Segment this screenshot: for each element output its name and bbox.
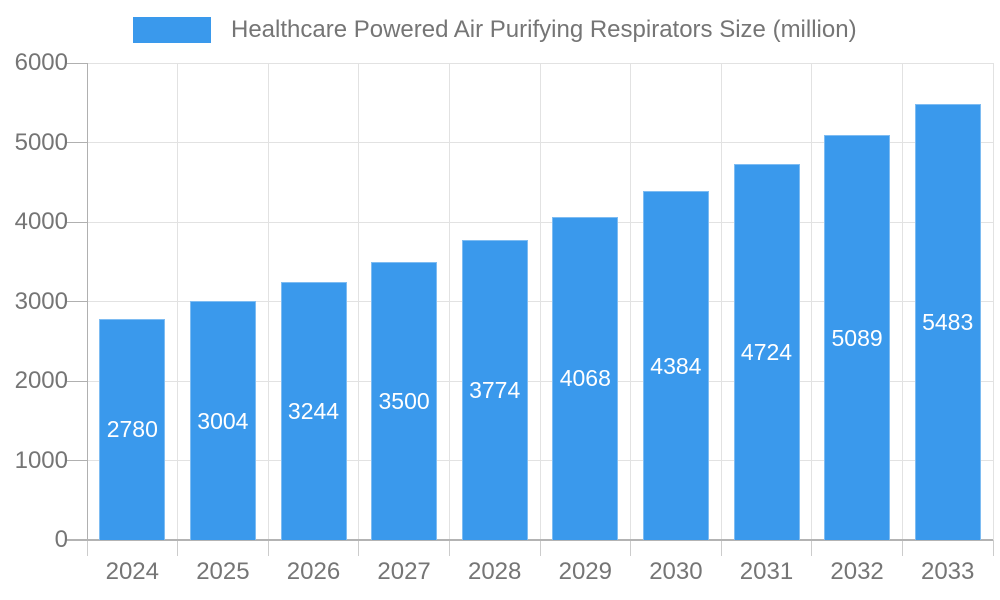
x-axis-tick [630, 540, 632, 556]
x-gridline [630, 63, 632, 540]
x-axis-tick-label: 2026 [286, 558, 341, 585]
y-axis-tick-label: 0 [54, 526, 68, 553]
y-axis-tick [67, 460, 87, 461]
x-axis-tick [720, 540, 722, 556]
x-axis-tick [448, 540, 450, 556]
x-gridline [448, 63, 450, 540]
x-axis-line [67, 539, 993, 541]
legend-swatch-icon [133, 17, 211, 43]
bar [280, 282, 347, 540]
x-gridline [177, 63, 179, 540]
y-axis-tick-label: 4000 [14, 208, 68, 235]
y-axis-tick-label: 6000 [14, 49, 68, 76]
bar-value-label: 3244 [287, 398, 340, 425]
legend-label: Healthcare Powered Air Purifying Respira… [231, 16, 857, 43]
bar [99, 318, 166, 540]
bar [371, 261, 438, 540]
x-axis-tick-label: 2027 [377, 558, 431, 585]
x-axis-tick [539, 540, 541, 556]
legend-item[interactable]: Healthcare Powered Air Purifying Respira… [133, 17, 857, 43]
x-axis-tick-label: 2028 [467, 558, 522, 585]
y-axis-line [87, 63, 88, 540]
y-axis-tick [67, 380, 87, 382]
x-axis-tick-label: 2025 [196, 558, 250, 585]
x-axis-tick [992, 540, 994, 556]
x-axis-tick [177, 540, 179, 556]
x-axis-tick [86, 540, 88, 556]
x-axis-tick [358, 540, 360, 556]
bar [642, 191, 709, 540]
bar-value-label: 5483 [922, 309, 974, 336]
bar [552, 216, 619, 540]
bar-value-label: 5089 [831, 324, 883, 351]
bar-value-label: 3774 [469, 376, 521, 403]
bar-value-label: 4384 [650, 352, 702, 379]
bar-value-label: 3500 [378, 387, 430, 414]
x-axis-tick-label: 2032 [830, 558, 884, 585]
bar [733, 164, 800, 540]
x-axis-tick-label: 2030 [649, 558, 703, 585]
y-axis-tick-label: 3000 [14, 287, 68, 315]
y-axis-tick [67, 221, 87, 223]
x-axis-tick-label: 2029 [558, 558, 612, 585]
x-gridline [811, 63, 813, 540]
y-axis-tick-label: 1000 [14, 446, 68, 474]
x-gridline [539, 63, 541, 540]
y-axis-tick-label: 5000 [14, 128, 68, 156]
x-axis-tick-label: 2033 [920, 558, 975, 585]
bar [824, 135, 891, 540]
bar [189, 301, 256, 540]
x-gridline [267, 63, 269, 540]
bar [914, 104, 981, 540]
plot-area [87, 62, 994, 540]
x-gridline [901, 63, 903, 540]
x-axis-tick-label: 2031 [739, 558, 794, 585]
y-axis-tick [67, 142, 87, 143]
bar-value-label: 4068 [559, 365, 611, 392]
bar-value-label: 4724 [740, 339, 793, 366]
bar-value-label: 2780 [106, 416, 158, 443]
x-axis-tick [267, 540, 269, 556]
y-axis-tick [67, 301, 87, 302]
x-gridline [992, 63, 994, 540]
y-axis-tick-label: 2000 [14, 367, 68, 394]
x-axis-tick [901, 540, 903, 556]
x-axis-tick-label: 2024 [105, 558, 159, 585]
x-gridline [720, 63, 722, 540]
x-axis-tick [811, 540, 813, 556]
y-axis-tick [67, 62, 87, 64]
bar [461, 239, 528, 540]
x-gridline [358, 63, 360, 540]
bar-value-label: 3004 [197, 407, 249, 434]
